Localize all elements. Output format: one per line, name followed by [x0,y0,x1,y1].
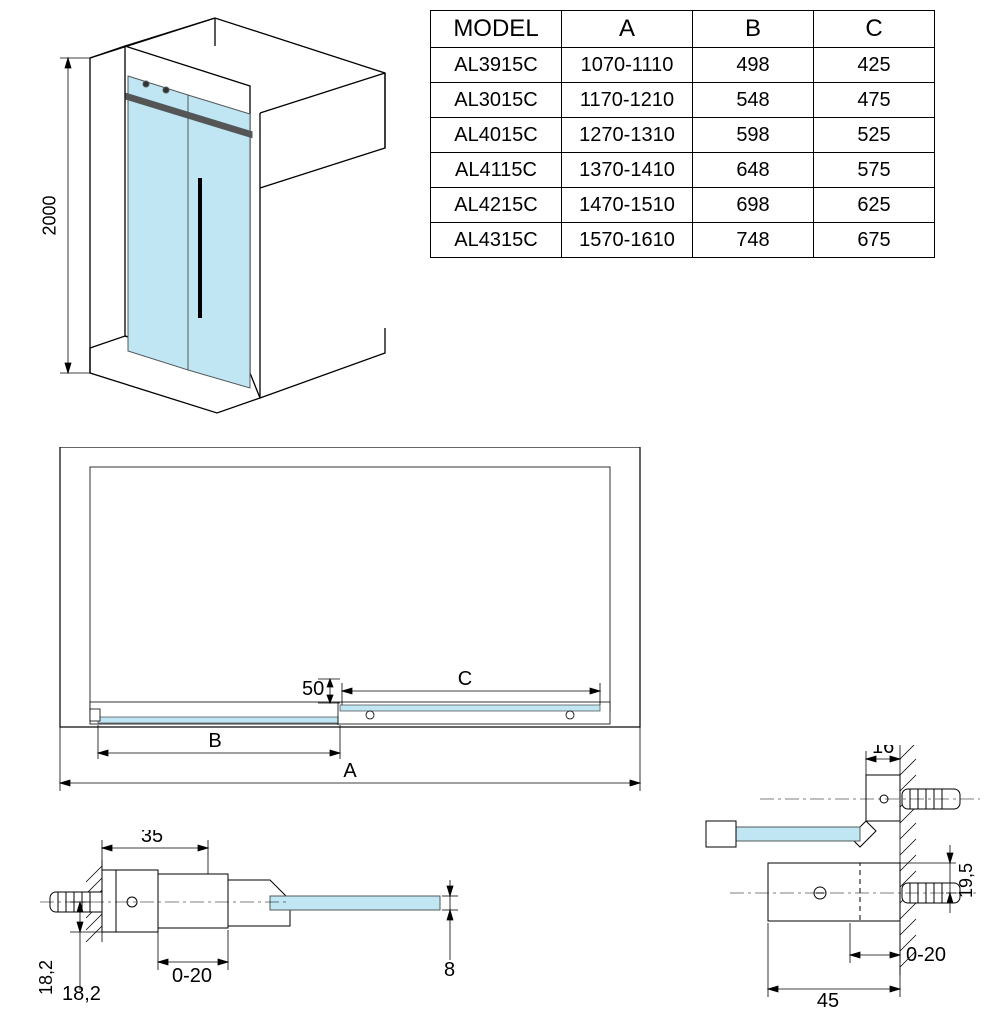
dim2-0-20: 0-20 [906,944,946,966]
th-b: B [693,11,814,48]
th-model: MODEL [431,11,562,48]
spec-table: MODEL A B C AL3915C1070-1110498425AL3015… [430,10,935,258]
table-row: AL3915C1070-1110498425 [431,48,935,83]
table-cell: 425 [814,48,935,83]
table-row: AL4015C1270-1310598525 [431,118,935,153]
dim-B: B [208,730,221,752]
table-cell: 548 [693,83,814,118]
dim-8: 8 [444,959,455,981]
table-cell: 575 [814,153,935,188]
dim-35: 35 [141,830,163,847]
iso-height-label: 2000 [40,195,61,235]
dim-0-20: 0-20 [172,965,212,987]
table-cell: AL3915C [431,48,562,83]
table-row: AL4315C1570-1610748675 [431,223,935,258]
dim-19-5: 19,5 [956,863,977,898]
table-cell: 675 [814,223,935,258]
table-cell: 1470-1510 [562,188,693,223]
table-cell: 498 [693,48,814,83]
table-cell: 1370-1410 [562,153,693,188]
table-cell: 475 [814,83,935,118]
table-cell: AL4215C [431,188,562,223]
dim-A: A [343,760,357,782]
dim-18-2-v: 18,2 [36,960,57,995]
dim-18-2: 18,2 [62,983,101,1005]
table-cell: 1570-1610 [562,223,693,258]
dim-45: 45 [817,990,839,1012]
isometric-drawing [50,18,390,443]
table-row: AL4115C1370-1410648575 [431,153,935,188]
table-cell: 525 [814,118,935,153]
table-cell: 748 [693,223,814,258]
table-cell: AL4015C [431,118,562,153]
table-cell: 648 [693,153,814,188]
detail-bottom-left: 35 0-20 18,2 [40,830,460,1020]
dim-50: 50 [302,678,324,700]
dim-16: 16 [872,745,894,758]
th-c: C [814,11,935,48]
table-cell: 1070-1110 [562,48,693,83]
table-cell: 625 [814,188,935,223]
table-cell: AL4115C [431,153,562,188]
table-cell: AL3015C [431,83,562,118]
table-row: AL3015C1170-1210548475 [431,83,935,118]
table-cell: 1170-1210 [562,83,693,118]
plan-drawing: 50 C B [40,447,660,812]
detail-bottom-right: 16 0-20 [650,745,980,1020]
table-cell: 698 [693,188,814,223]
table-row: AL4215C1470-1510698625 [431,188,935,223]
table-cell: AL4315C [431,223,562,258]
table-cell: 1270-1310 [562,118,693,153]
dim-C: C [458,668,472,690]
th-a: A [562,11,693,48]
table-cell: 598 [693,118,814,153]
